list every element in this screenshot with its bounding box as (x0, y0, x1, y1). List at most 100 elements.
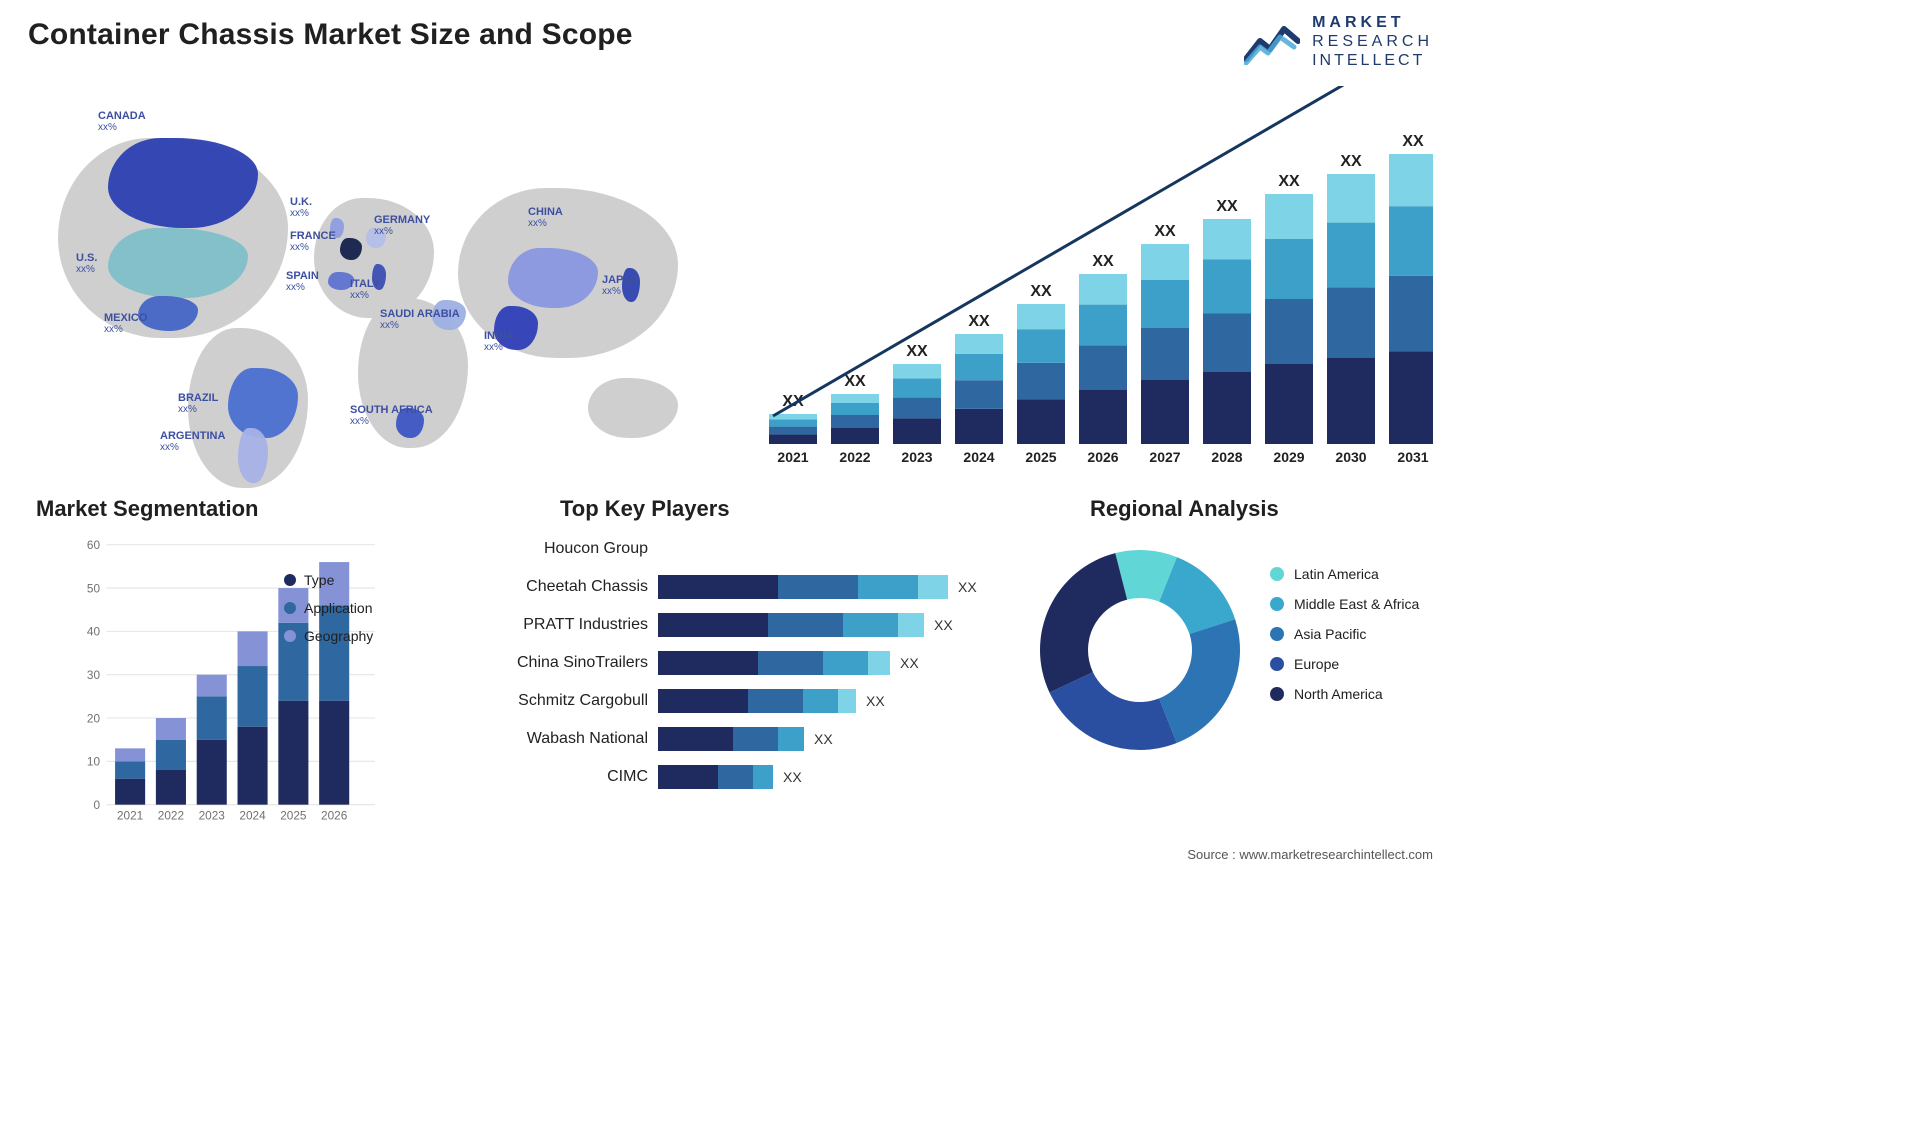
svg-text:40: 40 (87, 625, 101, 639)
legend-item: Geography (284, 628, 373, 644)
legend-label: Middle East & Africa (1294, 596, 1419, 612)
map-label: MEXICOxx% (104, 312, 147, 335)
logo-icon (1244, 19, 1300, 65)
svg-text:2022: 2022 (839, 449, 870, 465)
player-name: Cheetah Chassis (480, 578, 658, 596)
svg-text:2031: 2031 (1397, 449, 1428, 465)
svg-text:2023: 2023 (901, 449, 932, 465)
legend-label: Latin America (1294, 566, 1379, 582)
world-map: CANADAxx% U.S.xx% MEXICOxx% BRAZILxx% ARGENT… (28, 78, 708, 478)
svg-text:2027: 2027 (1149, 449, 1180, 465)
donut-slice (1159, 619, 1240, 743)
regional-legend: Latin America Middle East & Africa Asia Pa… (1270, 552, 1419, 716)
legend-label: Type (304, 572, 334, 588)
svg-text:XX: XX (968, 313, 990, 330)
svg-text:2029: 2029 (1273, 449, 1304, 465)
player-bar (658, 727, 804, 751)
svg-text:XX: XX (1154, 223, 1176, 240)
player-bar (658, 689, 856, 713)
svg-text:XX: XX (844, 373, 866, 390)
donut-slice (1040, 553, 1127, 692)
donut-slice (1049, 672, 1176, 750)
legend-item: Europe (1270, 656, 1419, 672)
legend-label: North America (1294, 686, 1383, 702)
list-item: Cheetah Chassis XX (480, 568, 1020, 606)
player-bar (658, 575, 948, 599)
legend-item: Latin America (1270, 566, 1419, 582)
regional-analysis-title: Regional Analysis (1090, 496, 1279, 522)
legend-label: Geography (304, 628, 373, 644)
map-label: CHINAxx% (528, 206, 563, 229)
svg-text:XX: XX (1216, 198, 1238, 215)
svg-text:XX: XX (1340, 153, 1362, 170)
player-name: Houcon Group (480, 540, 658, 558)
map-label: ITALYxx% (350, 278, 380, 301)
svg-text:2026: 2026 (1087, 449, 1118, 465)
svg-text:XX: XX (1092, 253, 1114, 270)
map-label: INDIAxx% (484, 330, 514, 353)
map-label: GERMANYxx% (374, 214, 430, 237)
svg-text:2028: 2028 (1211, 449, 1242, 465)
svg-text:20: 20 (87, 711, 101, 725)
legend-item: Application (284, 600, 373, 616)
list-item: CIMC XX (480, 758, 1020, 796)
player-name: Schmitz Cargobull (480, 692, 658, 710)
map-label: U.S.xx% (76, 252, 97, 275)
svg-text:60: 60 (87, 538, 101, 552)
svg-text:XX: XX (1030, 283, 1052, 300)
brand-line-3: INTELLECT (1312, 52, 1433, 71)
player-bar (658, 651, 890, 675)
player-bar (658, 613, 924, 637)
player-value: XX (934, 617, 953, 633)
segmentation-title: Market Segmentation (36, 496, 259, 522)
page-title: Container Chassis Market Size and Scope (28, 18, 1439, 52)
segmentation-legend: Type Application Geography (284, 560, 373, 656)
svg-text:XX: XX (906, 343, 928, 360)
player-value: XX (783, 769, 802, 785)
svg-text:2022: 2022 (158, 809, 184, 823)
svg-text:50: 50 (87, 581, 101, 595)
svg-text:2025: 2025 (280, 809, 307, 823)
svg-text:XX: XX (1278, 173, 1300, 190)
legend-label: Asia Pacific (1294, 626, 1366, 642)
legend-item: Type (284, 572, 373, 588)
map-label: CANADAxx% (98, 110, 146, 133)
growth-chart: XX2021XX2022XX2023XX2024XX2025XX2026XX20… (733, 86, 1433, 476)
legend-item: Asia Pacific (1270, 626, 1419, 642)
map-label: BRAZILxx% (178, 392, 218, 415)
map-label: U.K.xx% (290, 196, 312, 219)
svg-text:2026: 2026 (321, 809, 348, 823)
player-value: XX (814, 731, 833, 747)
map-label: JAPANxx% (602, 274, 638, 297)
list-item: PRATT IndustriesXX (480, 606, 1020, 644)
top-key-players-title: Top Key Players (560, 496, 730, 522)
player-name: Wabash National (480, 730, 658, 748)
svg-text:2024: 2024 (239, 809, 266, 823)
svg-text:30: 30 (87, 668, 101, 682)
svg-text:2021: 2021 (777, 449, 808, 465)
svg-text:2025: 2025 (1025, 449, 1056, 465)
segmentation-chart: 0102030405060202120222023202420252026 (20, 534, 440, 824)
svg-text:10: 10 (87, 755, 101, 769)
player-value: XX (958, 579, 977, 595)
map-label: SPAINxx% (286, 270, 319, 293)
svg-text:2030: 2030 (1335, 449, 1366, 465)
list-item: Houcon Group (480, 530, 1020, 568)
regional-donut-chart (1030, 540, 1250, 760)
player-name: CIMC (480, 768, 658, 786)
map-label: SAUDI ARABIAxx% (380, 308, 460, 331)
map-label: FRANCExx% (290, 230, 336, 253)
svg-text:2023: 2023 (199, 809, 226, 823)
svg-text:XX: XX (1402, 133, 1424, 150)
brand-line-1: MARKET (1312, 14, 1433, 33)
list-item: Wabash National XX (480, 720, 1020, 758)
svg-text:2021: 2021 (117, 809, 143, 823)
brand-line-2: RESEARCH (1312, 33, 1433, 52)
source-text: Source : www.marketresearchintellect.com (1187, 847, 1433, 862)
legend-item: North America (1270, 686, 1419, 702)
player-name: China SinoTrailers (480, 654, 658, 672)
map-label: ARGENTINAxx% (160, 430, 225, 453)
legend-item: Middle East & Africa (1270, 596, 1419, 612)
brand-logo: MARKET RESEARCH INTELLECT (1244, 14, 1433, 71)
map-label: SOUTH AFRICAxx% (350, 404, 433, 427)
